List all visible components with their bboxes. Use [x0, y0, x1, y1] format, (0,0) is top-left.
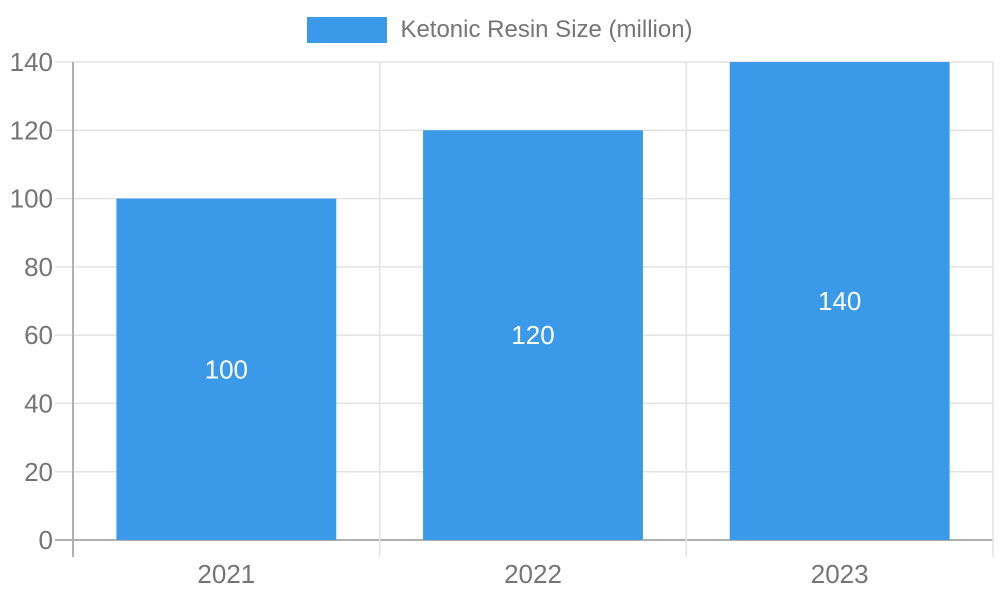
bar-2022[interactable] — [423, 130, 643, 541]
legend-swatch[interactable] — [307, 17, 388, 43]
legend[interactable]: Ketonic Resin Size (million) — [0, 17, 1000, 43]
legend-label[interactable]: Ketonic Resin Size (million) — [400, 16, 693, 43]
y-tick-label: 0 — [39, 525, 53, 555]
bar-2021[interactable] — [116, 198, 337, 541]
x-category-label: 2023 — [811, 559, 869, 589]
x-category-label: 2022 — [504, 559, 562, 589]
bar-value-label: 100 — [205, 354, 248, 384]
y-tick-label: 20 — [24, 457, 53, 487]
bar-value-label: 140 — [818, 286, 861, 316]
bar-value-label: 120 — [511, 320, 554, 350]
y-tick-label: 100 — [10, 184, 53, 214]
bar-2023[interactable] — [729, 62, 950, 540]
y-tick-label: 120 — [10, 115, 53, 145]
y-tick-label: 40 — [24, 389, 53, 419]
y-tick-label: 140 — [10, 47, 53, 77]
x-category-label: 2021 — [197, 559, 255, 589]
y-tick-label: 60 — [24, 320, 53, 350]
y-tick-label: 80 — [24, 252, 53, 282]
